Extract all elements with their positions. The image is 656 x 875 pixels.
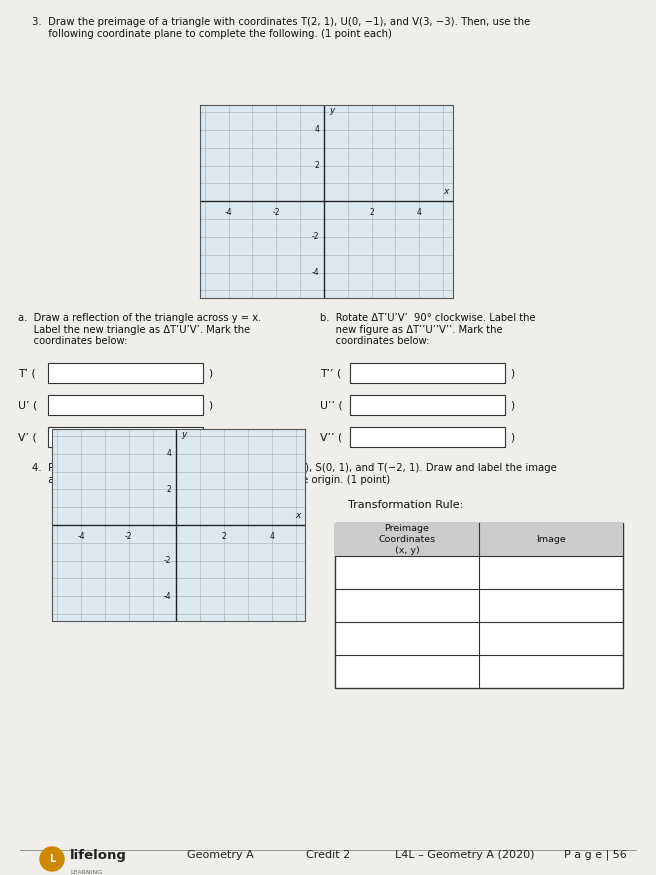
Bar [335,523,623,688]
Text: b.  Rotate ΔT’U’V’  90° clockwise. Label the
     new figure as ΔT’’U’’V’’. Mark: b. Rotate ΔT’U’V’ 90° clockwise. Label t… [320,313,536,346]
Text: x: x [295,511,300,520]
Text: ): ) [208,368,213,378]
Text: Image: Image [536,535,566,544]
Text: ): ) [510,368,514,378]
Text: -2: -2 [164,556,172,565]
Text: Credit 2: Credit 2 [306,850,350,860]
FancyBboxPatch shape [350,395,505,415]
Text: ): ) [208,400,213,410]
Text: -2: -2 [312,233,319,242]
Text: 4: 4 [269,532,274,541]
Bar [335,523,623,556]
Text: Preimage
Coordinates
(x, y): Preimage Coordinates (x, y) [379,524,436,555]
Text: -4: -4 [225,208,232,217]
FancyBboxPatch shape [350,427,505,447]
FancyBboxPatch shape [48,363,203,383]
Text: 4.  Parallelogram QRST has vertices Q(−4, 2), R(−2, 4), S(0, 1), and T(−2, 1). D: 4. Parallelogram QRST has vertices Q(−4,… [32,463,557,485]
Text: -4: -4 [77,532,85,541]
Text: U’’ (: U’’ ( [320,400,342,410]
Text: x: x [443,187,448,196]
Text: -2: -2 [125,532,133,541]
Text: L4L – Geometry A (2020): L4L – Geometry A (2020) [396,850,535,860]
Text: T’’ (: T’’ ( [320,368,341,378]
Text: 4: 4 [314,125,319,135]
Text: Transformation Rule:: Transformation Rule: [348,500,463,510]
Text: y: y [329,106,334,115]
Text: a.  Draw a reflection of the triangle across y = x.
     Label the new triangle : a. Draw a reflection of the triangle acr… [18,313,261,346]
FancyBboxPatch shape [48,395,203,415]
Text: ): ) [510,432,514,442]
Text: -4: -4 [164,592,172,601]
Text: LEARNING: LEARNING [70,870,102,874]
Text: 2: 2 [167,485,172,493]
Text: ): ) [208,432,213,442]
Text: 2: 2 [314,161,319,170]
Text: lifelong: lifelong [70,849,127,862]
Text: U’ (: U’ ( [18,400,37,410]
Text: y: y [181,430,186,438]
Text: 3.  Draw the preimage of a triangle with coordinates T(2, 1), U(0, −1), and V(3,: 3. Draw the preimage of a triangle with … [32,17,530,38]
Text: V’ (: V’ ( [18,432,37,442]
Circle shape [40,847,64,871]
FancyBboxPatch shape [48,427,203,447]
Text: Geometry A: Geometry A [186,850,253,860]
Text: V’’ (: V’’ ( [320,432,342,442]
Text: T’ (: T’ ( [18,368,35,378]
Text: -4: -4 [312,268,319,277]
Text: 2: 2 [222,532,226,541]
FancyBboxPatch shape [350,363,505,383]
Text: L: L [49,854,55,864]
Text: 4: 4 [417,208,422,217]
Text: 2: 2 [369,208,374,217]
Text: ): ) [510,400,514,410]
Text: 4: 4 [167,449,172,458]
Text: P a g e | 56: P a g e | 56 [564,850,626,860]
Text: -2: -2 [273,208,280,217]
